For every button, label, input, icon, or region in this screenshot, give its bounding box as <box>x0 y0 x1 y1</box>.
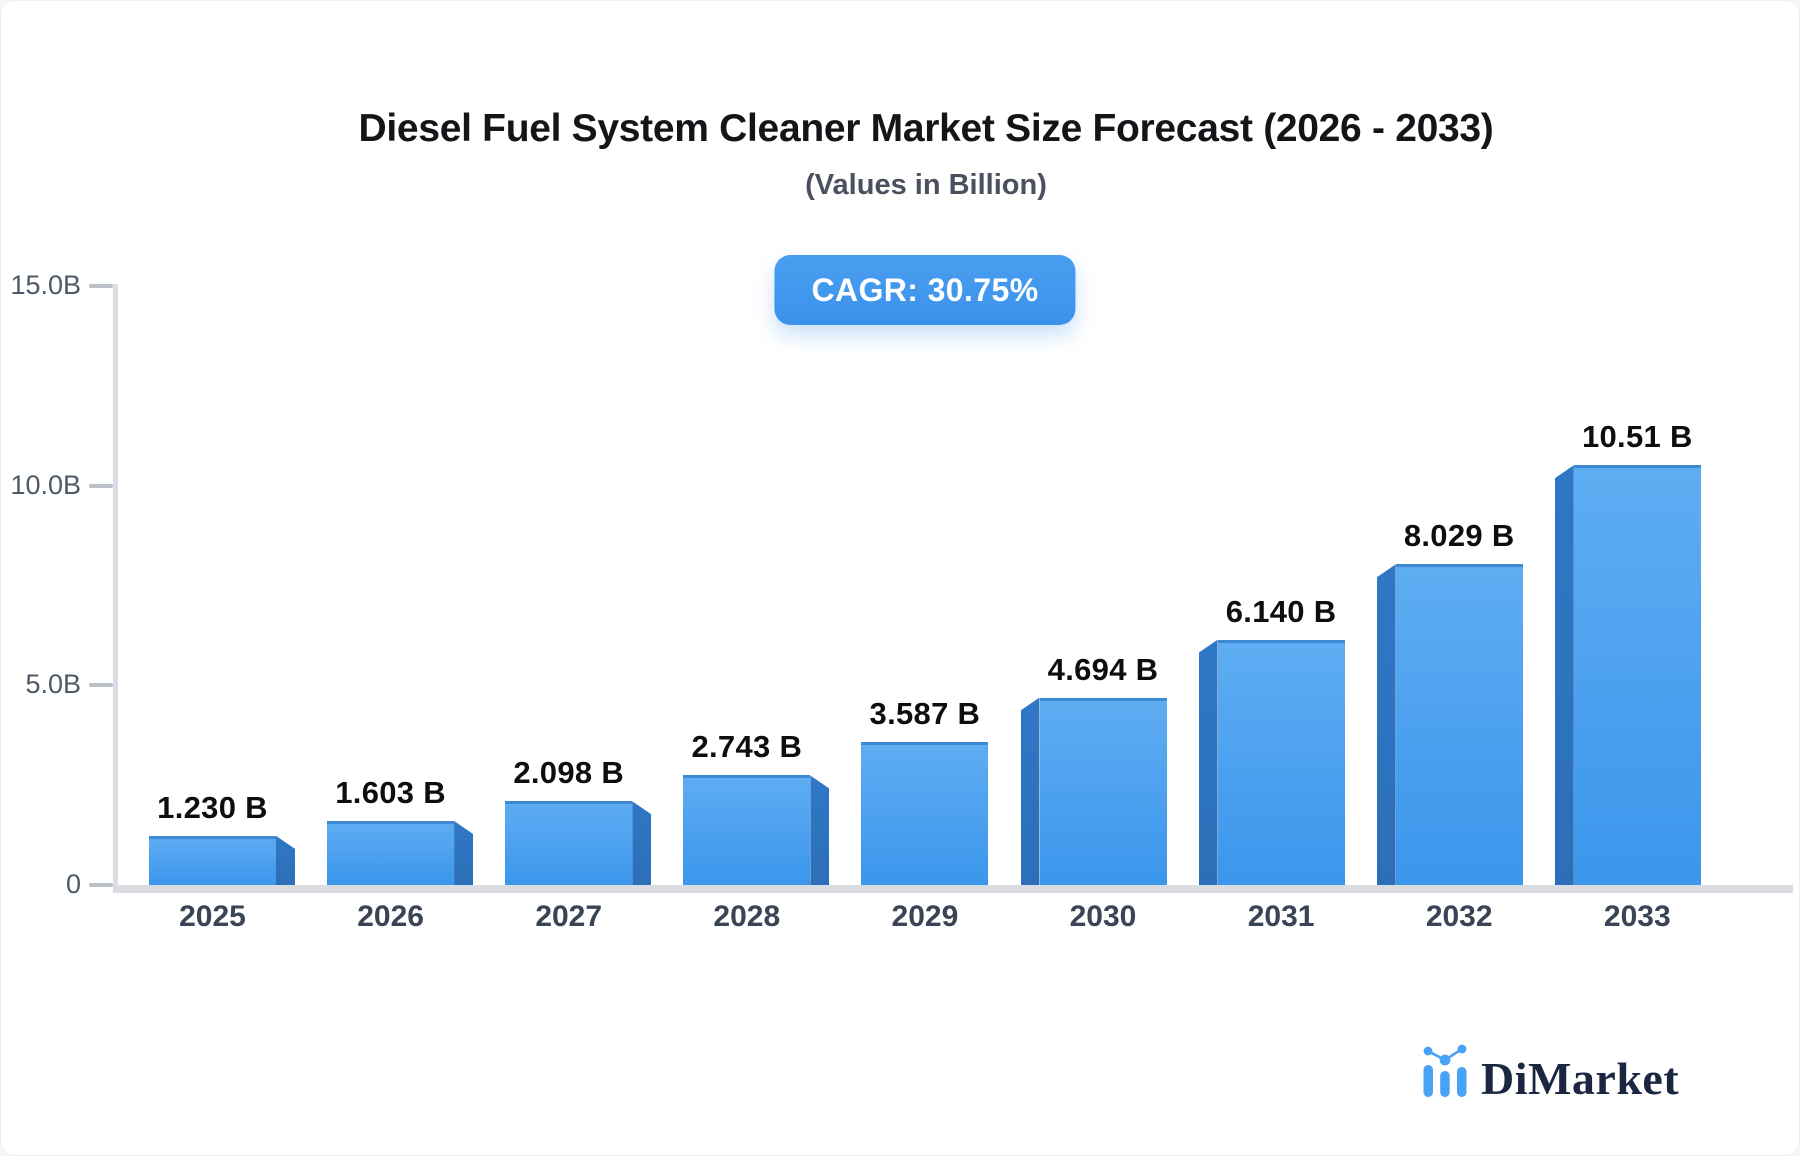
brand-logo: DiMarket <box>1422 1041 1679 1104</box>
chart-title: Diesel Fuel System Cleaner Market Size F… <box>358 107 1494 150</box>
x-axis-label-2033: 2033 <box>1603 900 1671 933</box>
y-axis-tick-dash <box>89 284 113 288</box>
x-axis-label-2031: 2031 <box>1247 900 1315 933</box>
y-axis-tick-label: 0 <box>65 869 81 899</box>
bar-2029 <box>861 741 989 885</box>
bar-side-2027 <box>632 801 652 885</box>
bar-value-label-2027: 2.098 B <box>513 755 625 791</box>
bar-value-label-2033: 10.51 B <box>1581 419 1693 455</box>
y-axis-tick-dash <box>89 883 113 887</box>
bar-value-label-2025: 1.230 B <box>157 789 268 825</box>
bar-side-2026 <box>454 820 474 885</box>
bar-value-label-2029: 3.587 B <box>869 695 981 731</box>
y-axis-line <box>113 284 118 893</box>
bar-value-label-2028: 2.743 B <box>691 729 803 765</box>
bar-2032 <box>1395 564 1523 885</box>
x-axis-label-2030: 2030 <box>1069 900 1137 933</box>
x-axis-label-2029: 2029 <box>891 900 959 933</box>
bar-value-label-2030: 4.694 B <box>1047 651 1159 687</box>
y-axis-tick-label: 10.0B <box>10 469 81 500</box>
bar-2033 <box>1573 465 1701 885</box>
bar-2028 <box>683 775 811 885</box>
chart-subtitle: (Values in Billion) <box>805 169 1047 201</box>
y-axis-tick-label: 15.0B <box>10 270 81 300</box>
bar-side-2031 <box>1198 639 1218 885</box>
bar-2030 <box>1039 697 1167 885</box>
x-axis-label-2027: 2027 <box>535 900 603 933</box>
bar-2031 <box>1217 639 1345 885</box>
bar-2027 <box>505 801 633 885</box>
brand-name: DiMarket <box>1481 1053 1680 1104</box>
bar-chart-logo-icon <box>1422 1041 1468 1104</box>
y-axis-tick-dash <box>89 683 113 688</box>
x-axis-label-2032: 2032 <box>1425 900 1493 933</box>
bar-side-2028 <box>810 775 830 885</box>
bar-side-2032 <box>1376 564 1396 885</box>
y-axis-tick-label: 5.0B <box>25 669 81 700</box>
x-axis-label-2028: 2028 <box>713 900 781 933</box>
bar-side-2033 <box>1554 465 1574 885</box>
bar-value-label-2031: 6.140 B <box>1225 593 1337 629</box>
y-axis-tick-dash <box>89 483 113 488</box>
x-axis-label-2026: 2026 <box>357 900 424 933</box>
bar-value-label-2026: 1.603 B <box>335 774 446 810</box>
x-axis-label-2025: 2025 <box>179 900 246 933</box>
bar-value-label-2032: 8.029 B <box>1403 518 1515 554</box>
bar-side-2025 <box>276 835 295 885</box>
x-axis-baseline <box>113 885 1793 893</box>
bar-2025 <box>149 835 276 885</box>
bar-side-2030 <box>1020 697 1040 885</box>
cagr-badge: CAGR: 30.75% <box>774 255 1076 325</box>
bar-2026 <box>327 820 455 885</box>
